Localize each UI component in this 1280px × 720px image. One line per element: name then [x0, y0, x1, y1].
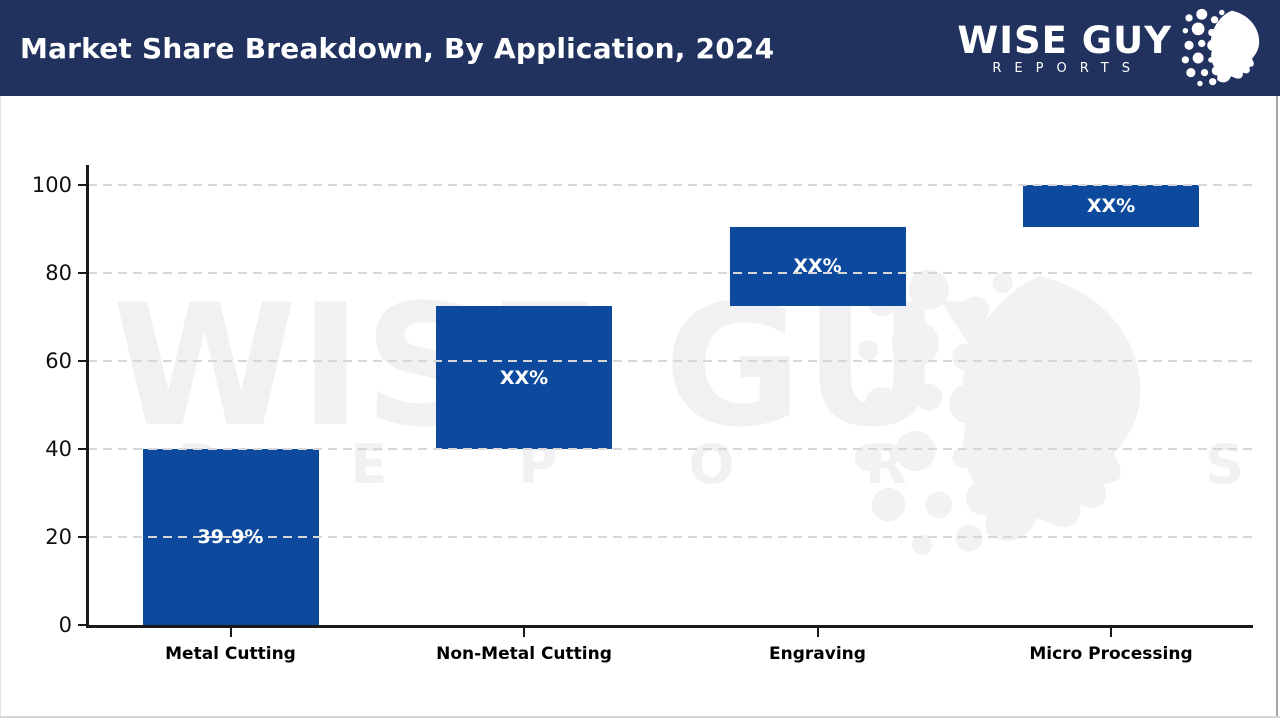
waterfall-bar: [1023, 185, 1199, 228]
bottom-edge-line: [0, 716, 1280, 718]
dotted-head-icon: [1181, 8, 1260, 87]
logo-text: WISE GUY REPORTS: [957, 22, 1172, 75]
y-tick-label: 80: [45, 261, 72, 285]
y-gridline: [88, 272, 1253, 274]
x-tick-mark: [816, 628, 819, 637]
x-tick-mark: [229, 628, 232, 637]
x-category-label: Engraving: [769, 644, 866, 664]
x-category-label: Non-Metal Cutting: [436, 644, 612, 664]
y-tick-label: 0: [58, 613, 72, 637]
x-category-label: Metal Cutting: [165, 644, 296, 664]
waterfall-bar: [436, 305, 612, 450]
y-gridline: [88, 184, 1253, 186]
y-tick-label: 100: [31, 173, 72, 197]
wise-guy-reports-logo: WISE GUY REPORTS: [957, 7, 1266, 89]
x-tick-mark: [523, 628, 525, 637]
header-bar: Market Share Breakdown, By Application, …: [0, 0, 1280, 96]
bar-value-label: 39.9%: [197, 526, 264, 549]
bar-value-label: XX%: [1086, 195, 1136, 218]
y-tick-label: 20: [45, 525, 72, 549]
x-tick-mark: [1110, 628, 1112, 637]
y-gridline: [88, 536, 1253, 538]
y-tick-mark: [78, 272, 88, 274]
y-tick-mark: [78, 360, 88, 362]
y-tick-mark: [78, 184, 88, 186]
bar-value-label: XX%: [499, 366, 549, 389]
x-axis-line: [86, 625, 1253, 628]
page-title: Market Share Breakdown, By Application, …: [20, 31, 775, 65]
right-edge-line: [1276, 96, 1278, 716]
bar-value-label: XX%: [793, 255, 842, 278]
y-tick-label: 40: [45, 437, 72, 461]
y-tick-mark: [78, 624, 88, 626]
y-tick-mark: [78, 448, 88, 450]
logo-wordmark: WISE GUY: [957, 18, 1172, 62]
y-tick-label: 60: [45, 349, 72, 373]
left-edge-line: [0, 96, 1, 716]
y-gridline: [88, 360, 1253, 362]
x-category-label: Micro Processing: [1029, 644, 1193, 664]
y-tick-mark: [78, 536, 88, 538]
y-axis-line: [86, 165, 89, 627]
y-gridline: [88, 448, 1253, 450]
logo-subtitle: REPORTS: [992, 60, 1143, 76]
